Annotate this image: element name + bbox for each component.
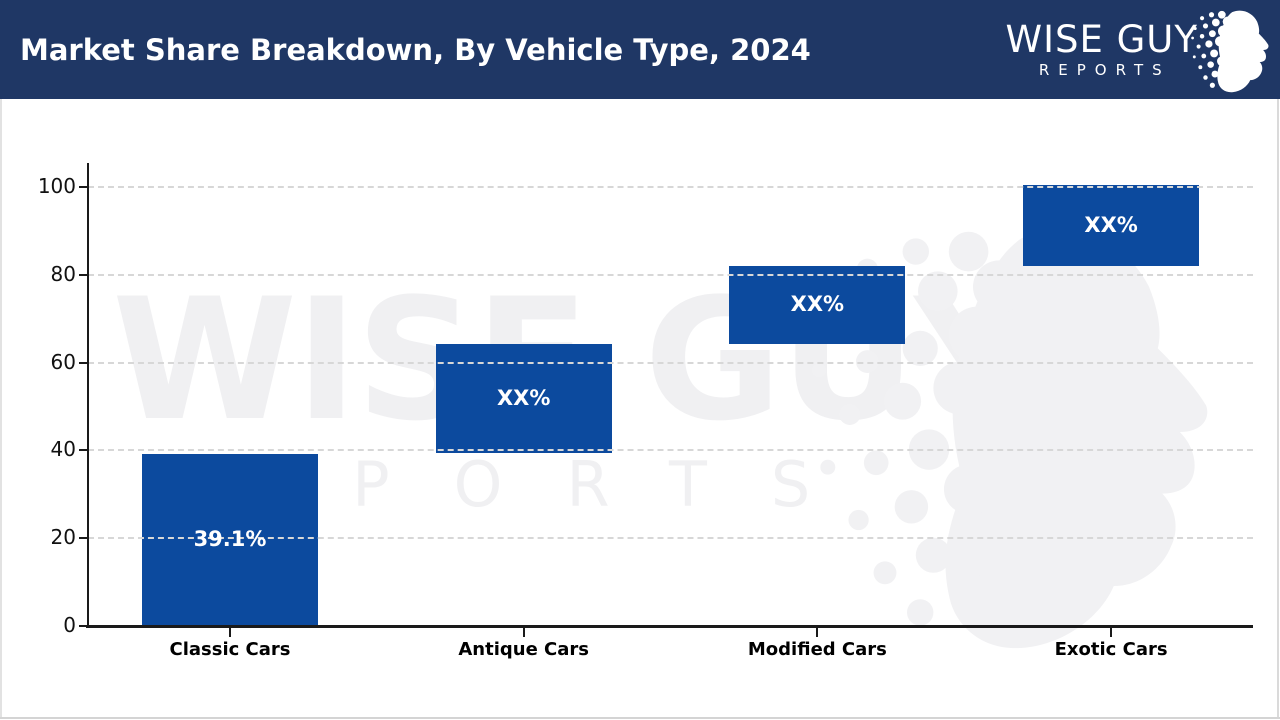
y-tick-label: 40	[50, 437, 76, 462]
x-tick-mark	[229, 628, 231, 637]
canvas-border-right	[1277, 99, 1279, 717]
y-tick-label: 20	[50, 525, 76, 550]
brand-logo: WISE GUY REPORTS	[1006, 4, 1270, 96]
canvas-border-bottom	[0, 717, 1280, 719]
bar-modified-cars	[729, 266, 906, 345]
bar-value-label: XX%	[496, 385, 551, 410]
x-tick-mark	[816, 628, 819, 637]
bar-value-label: 39.1%	[193, 527, 267, 552]
category-label: Modified Cars	[747, 639, 887, 660]
gridline-y20	[88, 537, 1253, 540]
bar-value-label: XX%	[790, 292, 845, 317]
y-tick-label: 100	[37, 174, 76, 198]
y-tick-label: 0	[63, 613, 76, 637]
y-tick-mark	[79, 625, 88, 627]
y-tick-mark	[79, 537, 88, 540]
bar-classic-cars	[142, 454, 318, 626]
y-tick-label: 80	[50, 261, 76, 286]
y-tick-mark	[79, 449, 88, 452]
x-axis-line	[86, 625, 1253, 628]
y-tick-mark	[79, 273, 88, 276]
page-title: Market Share Breakdown, By Vehicle Type,…	[20, 32, 811, 67]
brand-head-icon	[1184, 7, 1270, 93]
category-label: Antique Cars	[458, 639, 589, 660]
category-label: Exotic Cars	[1054, 639, 1168, 660]
x-tick-mark	[1110, 628, 1113, 637]
x-tick-mark	[522, 628, 525, 637]
y-tick-label: 60	[50, 349, 76, 374]
canvas-border-left	[0, 99, 2, 717]
brand-logo-text: WISE GUY REPORTS	[1005, 17, 1198, 80]
gridline-y40	[88, 449, 1253, 452]
y-tick-mark	[79, 361, 88, 364]
y-tick-mark	[79, 186, 88, 188]
y-axis-line	[87, 163, 89, 627]
gridline-y80	[88, 273, 1253, 276]
header-bar: Market Share Breakdown, By Vehicle Type,…	[0, 0, 1280, 99]
gridline-y60	[88, 361, 1253, 364]
bar-exotic-cars	[1023, 185, 1200, 266]
category-label: Classic Cars	[169, 639, 291, 660]
gridline-y100	[88, 186, 1253, 188]
brand-name: WISE GUY	[1005, 17, 1198, 61]
brand-subname: REPORTS	[1038, 61, 1171, 80]
bar-value-label: XX%	[1084, 212, 1138, 237]
